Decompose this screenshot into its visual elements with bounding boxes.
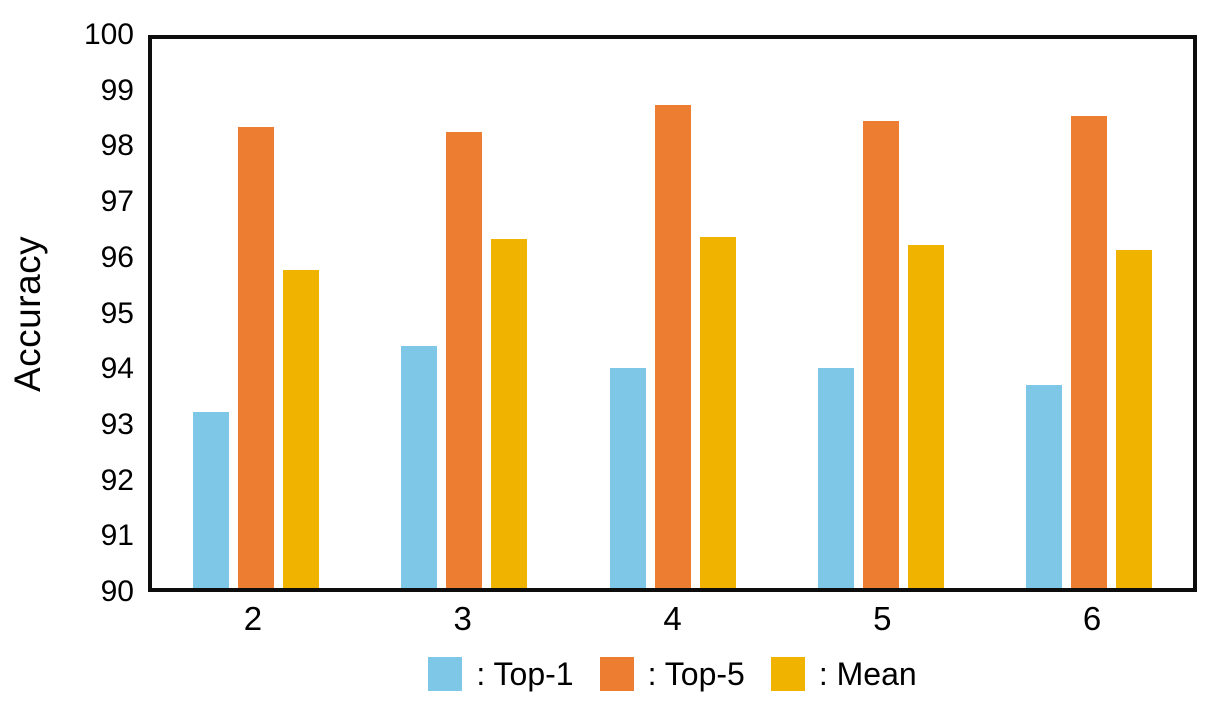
legend-label-top-1: : Top-1 [476,656,574,692]
bar-top-1-x2 [193,412,230,588]
x-label-5: 5 [873,600,892,637]
bar-top-5-x6 [1070,115,1107,588]
legend-item-top-1: : Top-1 [428,656,574,692]
legend-item-top-5: : Top-5 [599,656,745,692]
plot-area [148,35,1197,592]
y-tick-92: 92 [100,463,134,497]
bar-top-5-x4 [654,104,691,588]
x-label-2: 2 [243,600,263,637]
legend-swatch-top-1 [428,657,463,691]
bar-group-4 [568,39,776,588]
y-tick-98: 98 [100,129,134,163]
bar-mean-x4 [699,236,736,588]
bar-group-5 [777,39,985,588]
y-tick-99: 99 [100,73,134,107]
bar-top-1-x5 [817,368,854,588]
bar-top-1-x3 [401,346,438,588]
legend-label-top-5: : Top-5 [647,656,745,692]
x-label-3: 3 [453,600,472,637]
bar-top-5-x2 [238,126,275,588]
y-axis-ticks: 100 99 98 97 96 95 94 93 92 91 90 [0,20,134,607]
bar-top-1-x4 [609,368,646,588]
bar-mean-x6 [1115,250,1152,588]
y-tick-97: 97 [100,185,134,219]
bar-top-5-x3 [446,132,483,588]
bar-top-5-x5 [862,121,899,588]
x-axis-labels: 2 3 4 5 6 [148,602,1197,635]
bar-group-3 [360,39,568,588]
y-tick-95: 95 [100,296,134,330]
y-tick-96: 96 [100,240,134,274]
legend-item-mean: : Mean [770,656,917,692]
x-label-6: 6 [1082,600,1102,637]
bar-top-1-x6 [1025,384,1062,588]
y-tick-100: 100 [83,18,134,51]
bar-group-6 [985,39,1193,588]
bar-mean-x2 [283,269,320,588]
y-tick-90: 90 [100,575,134,608]
y-tick-93: 93 [100,407,134,441]
bar-group-2 [152,39,360,588]
bars-layer [152,39,1193,588]
bar-mean-x3 [491,239,528,588]
bar-mean-x5 [907,244,944,588]
y-tick-91: 91 [100,519,134,553]
legend-label-mean: : Mean [818,656,917,692]
x-label-4: 4 [663,600,682,637]
legend: : Top-1 : Top-5 : Mean [148,657,1197,691]
legend-swatch-top-5 [599,657,634,691]
legend-swatch-mean [770,657,805,691]
y-tick-94: 94 [100,352,134,386]
